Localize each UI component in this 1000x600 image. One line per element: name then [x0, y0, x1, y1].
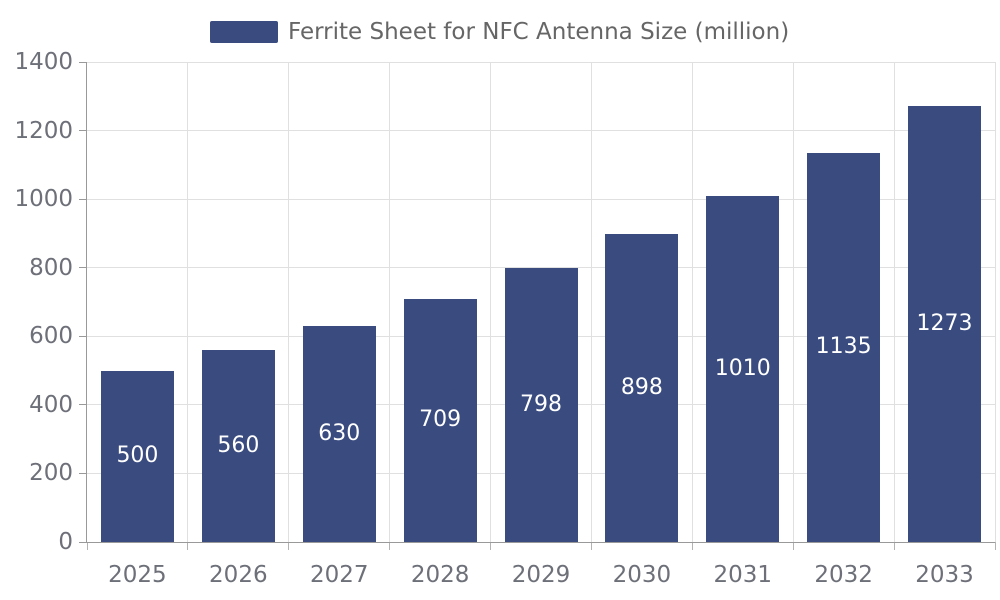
legend-label: Ferrite Sheet for NFC Antenna Size (mill…: [288, 19, 790, 45]
x-axis-tick: [86, 542, 88, 550]
x-axis-label: 2031: [713, 562, 773, 588]
x-axis-line: [79, 541, 995, 543]
bar-value-label: 630: [318, 421, 361, 446]
bar-2033[interactable]: [908, 105, 982, 542]
grid-line-vertical: [490, 62, 492, 542]
y-axis-tick: [79, 198, 87, 200]
bar-value-label: 500: [116, 443, 159, 469]
bar-2032[interactable]: [807, 152, 881, 542]
x-axis-label: 2030: [612, 562, 672, 588]
bar-2030[interactable]: [605, 234, 679, 542]
bar-value-label: 560: [217, 433, 260, 458]
y-axis-label: 1400: [14, 49, 73, 75]
y-axis-tick: [79, 335, 87, 337]
x-axis-label: 2029: [511, 562, 571, 588]
grid-line-vertical: [389, 62, 391, 542]
x-axis-tick: [187, 542, 189, 550]
x-axis-tick: [691, 542, 693, 550]
bar-value-label: 898: [620, 375, 663, 401]
grid-line-vertical: [792, 62, 794, 542]
x-axis-label: 2032: [814, 562, 873, 588]
grid-line-horizontal: [87, 61, 995, 63]
grid-line-horizontal: [87, 130, 995, 132]
bar-value-label: 1010: [714, 355, 771, 381]
x-axis-tick: [288, 542, 290, 550]
grid-line-vertical: [187, 62, 189, 542]
grid-line-vertical: [893, 62, 895, 542]
y-axis-tick: [79, 130, 87, 132]
grid-line-vertical: [288, 62, 290, 542]
bar-value-label: 709: [419, 407, 462, 433]
y-axis-tick: [79, 61, 87, 63]
y-axis-label: 1000: [14, 186, 73, 213]
y-axis-label: 200: [29, 460, 73, 487]
legend-swatch-icon: [210, 21, 278, 43]
y-axis-label: 400: [29, 391, 73, 418]
x-axis-tick: [994, 542, 996, 550]
bar-value-label: 798: [520, 392, 562, 418]
grid-line-vertical: [691, 62, 693, 542]
bar-2031[interactable]: [706, 195, 780, 542]
x-axis-label: 2027: [309, 562, 369, 588]
x-axis-label: 2026: [209, 562, 268, 588]
grid-line-horizontal: [87, 198, 995, 200]
bar-2029[interactable]: [504, 268, 578, 542]
x-axis-tick: [389, 542, 391, 550]
x-axis-label: 2025: [108, 562, 167, 588]
grid-line-horizontal: [87, 267, 995, 269]
y-axis-label: 600: [29, 323, 73, 350]
x-axis-tick: [590, 542, 592, 550]
y-axis-tick: [79, 472, 87, 474]
bar-2026[interactable]: [201, 350, 275, 542]
y-axis-line: [86, 62, 87, 542]
x-axis-label: 2028: [410, 562, 470, 588]
bar-value-label: 1273: [916, 310, 973, 336]
grid-line-vertical: [994, 62, 996, 542]
y-axis-label: 0: [58, 529, 73, 555]
bar-2027[interactable]: [302, 326, 376, 542]
y-axis-tick: [79, 267, 87, 269]
y-axis-label: 800: [29, 254, 73, 281]
x-axis-tick: [490, 542, 492, 550]
x-axis-tick: [792, 542, 794, 550]
bar-2025[interactable]: [100, 370, 174, 542]
bar-value-label: 1135: [815, 334, 872, 360]
x-axis-label: 2033: [915, 562, 974, 588]
bar-2028[interactable]: [403, 298, 477, 542]
y-axis-label: 1200: [14, 117, 73, 144]
legend-item[interactable]: Ferrite Sheet for NFC Antenna Size (mill…: [210, 19, 789, 45]
x-axis-tick: [893, 542, 895, 550]
y-axis-tick: [79, 404, 87, 406]
grid-line-vertical: [590, 62, 592, 542]
